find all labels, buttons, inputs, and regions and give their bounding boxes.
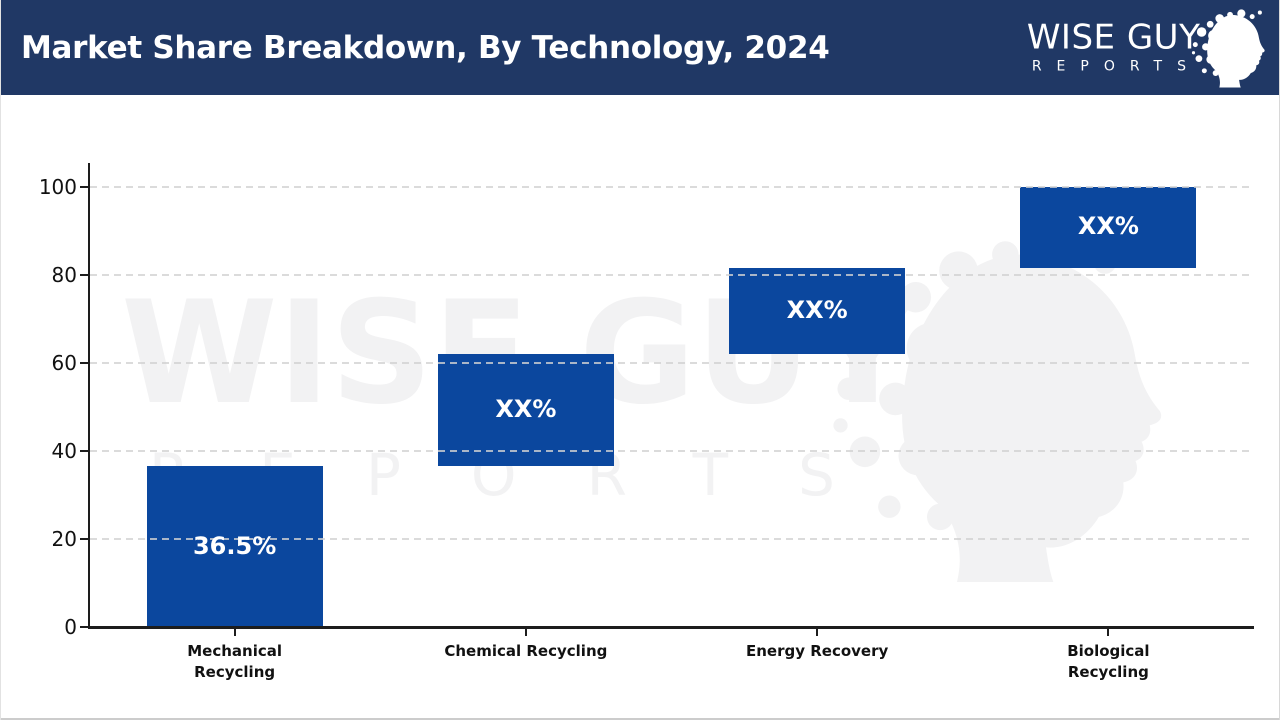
logo-text: WISE GUY REPORTS bbox=[1026, 17, 1201, 75]
x-tick-mark bbox=[1107, 629, 1110, 636]
wise-guy-reports-logo: WISE GUY REPORTS bbox=[1027, 8, 1267, 87]
y-tick-mark bbox=[80, 361, 88, 364]
x-category-label: Chemical Recycling bbox=[444, 642, 608, 660]
bar-value-label: 36.5% bbox=[192, 531, 277, 560]
bar-value-label: XX% bbox=[1077, 212, 1139, 241]
logo-tagline: REPORTS bbox=[1031, 58, 1201, 75]
y-tick-mark bbox=[80, 449, 88, 452]
y-tick-label: 100 bbox=[38, 174, 77, 199]
y-tick-label: 60 bbox=[51, 350, 77, 375]
y-tick-label: 80 bbox=[51, 262, 77, 287]
y-tick-label: 40 bbox=[51, 438, 77, 463]
logo-brand-name: WISE GUY bbox=[1026, 17, 1201, 58]
y-axis-line bbox=[88, 163, 90, 629]
y-tick-mark bbox=[80, 273, 88, 276]
header-bar: Market Share Breakdown, By Technology, 2… bbox=[1, 0, 1279, 95]
waterfall-bar bbox=[146, 466, 323, 627]
bottom-border bbox=[1, 718, 1279, 720]
gridline bbox=[90, 537, 1254, 540]
gridline bbox=[90, 361, 1254, 364]
x-tick-mark bbox=[524, 629, 527, 636]
gridline bbox=[90, 273, 1254, 276]
bar-value-label: XX% bbox=[495, 395, 557, 424]
x-category-label: Energy Recovery bbox=[745, 642, 889, 660]
gridline bbox=[90, 449, 1254, 452]
y-tick-mark bbox=[80, 537, 88, 540]
waterfall-bar bbox=[437, 353, 614, 467]
page-title: Market Share Breakdown, By Technology, 2… bbox=[21, 29, 830, 66]
x-category-label: Mechanical Recycling bbox=[187, 642, 283, 681]
y-tick-mark bbox=[80, 626, 88, 628]
x-axis-line bbox=[88, 626, 1254, 629]
y-tick-label: 0 bbox=[64, 615, 77, 639]
x-tick-mark bbox=[816, 629, 819, 636]
y-tick-mark bbox=[80, 185, 88, 188]
bar-value-label: XX% bbox=[786, 295, 848, 324]
logo-head-icon bbox=[1191, 8, 1265, 87]
y-tick-label: 20 bbox=[51, 526, 77, 551]
gridline bbox=[90, 185, 1254, 188]
x-category-label: Biological Recycling bbox=[1067, 642, 1150, 681]
x-tick-mark bbox=[233, 629, 236, 636]
